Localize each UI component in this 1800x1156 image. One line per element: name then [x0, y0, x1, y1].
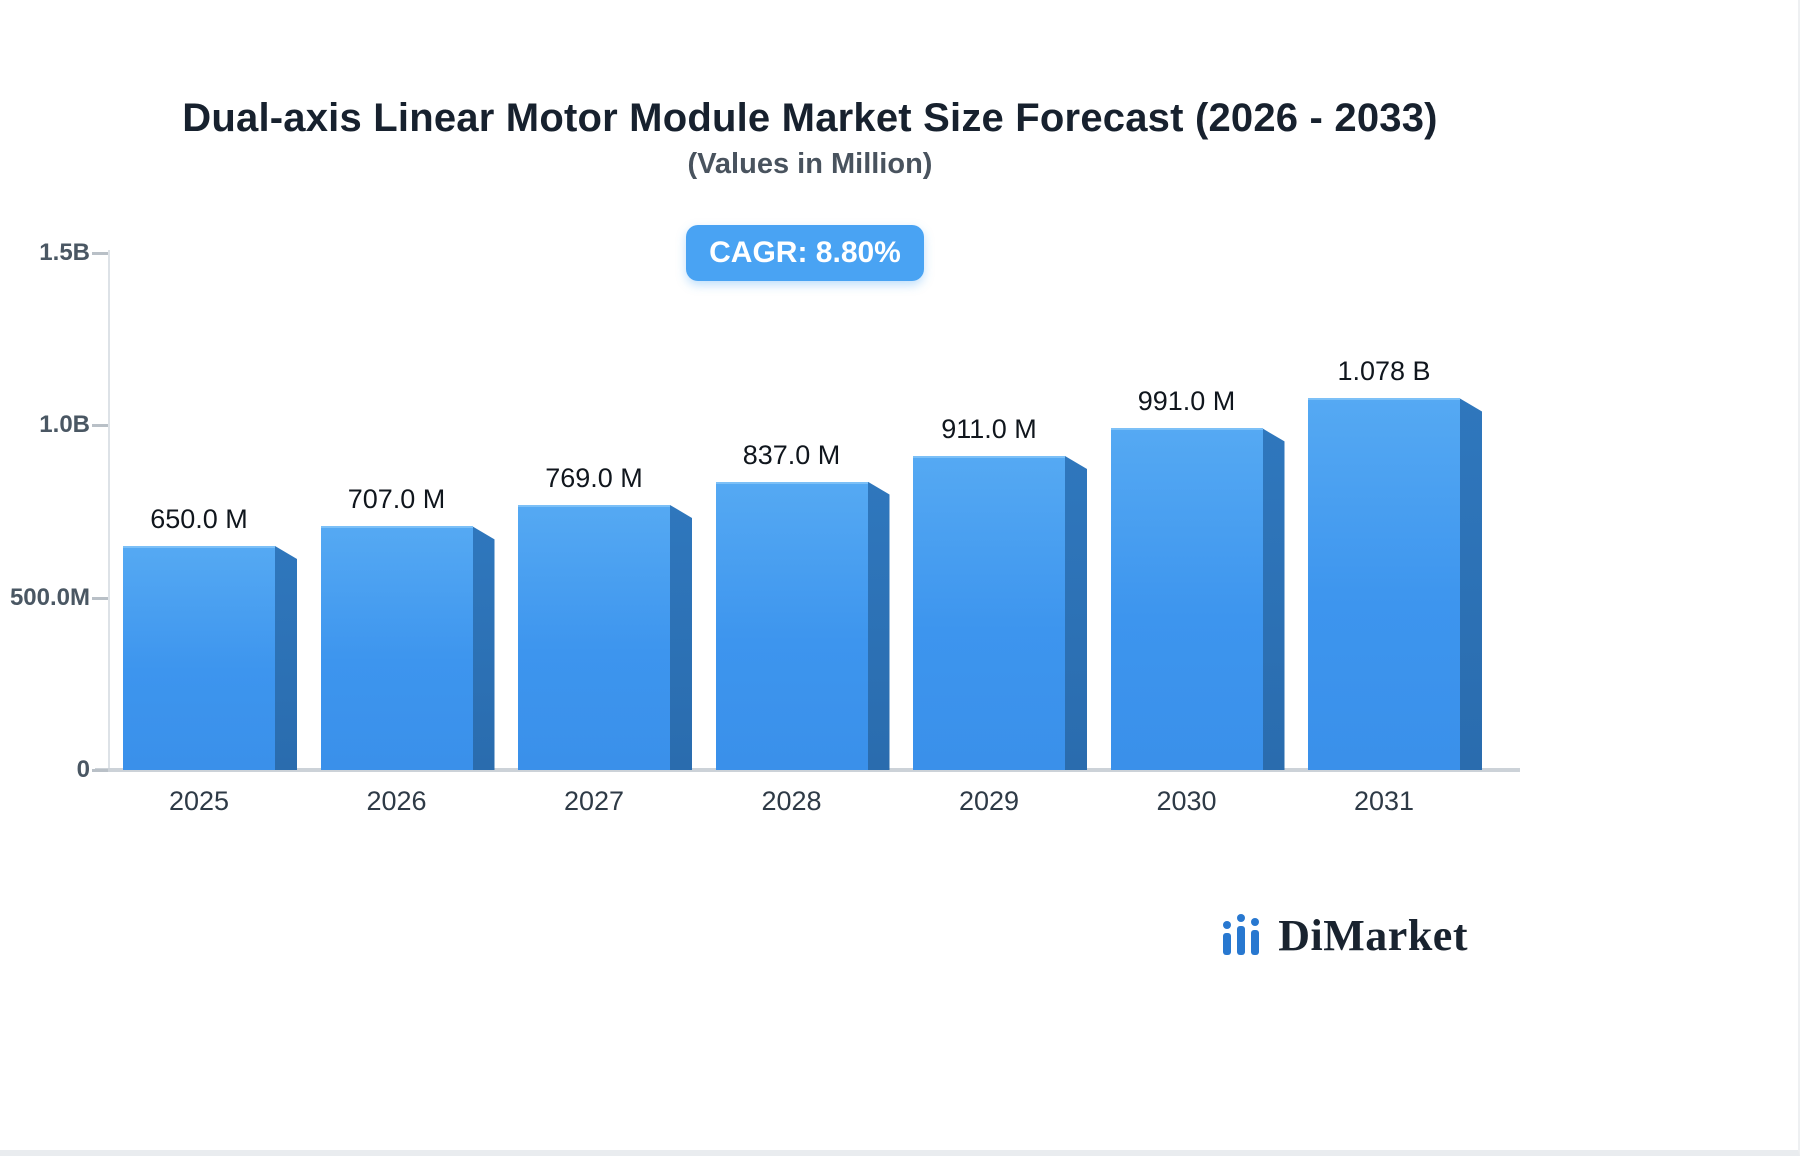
dimarket-logo-icon — [1218, 909, 1266, 962]
chart-subtitle: (Values in Million) — [687, 148, 933, 180]
bar — [913, 456, 1065, 770]
bar-side — [472, 526, 495, 770]
bar-value-label: 1.078 B — [1337, 356, 1431, 387]
cagr-badge-label: CAGR: 8.80% — [709, 236, 901, 269]
bar-side — [1262, 428, 1285, 770]
y-axis-tick-label: 1.0B — [39, 411, 90, 439]
bar — [715, 481, 868, 770]
bar-value-label: 911.0 M — [941, 414, 1037, 444]
x-axis-category-label: 2027 — [563, 786, 625, 816]
y-axis-tick-label: 0 — [76, 756, 90, 783]
bar-side — [867, 481, 890, 770]
bar-side — [1065, 456, 1087, 770]
bar — [320, 526, 473, 770]
y-axis-tick-mark — [92, 252, 108, 255]
x-axis-category-label: 2025 — [168, 786, 230, 816]
bar — [123, 545, 275, 770]
x-axis-category-label: 2029 — [958, 786, 1020, 816]
x-axis-category-label: 2030 — [1156, 786, 1217, 816]
bar-side — [1460, 398, 1482, 770]
cagr-badge: CAGR: 8.80% — [686, 225, 924, 281]
bar — [518, 504, 670, 770]
page-title: Dual-axis Linear Motor Module Market Siz… — [182, 96, 1438, 140]
bar-value-label: 707.0 M — [347, 484, 446, 515]
y-axis-tick-mark — [92, 769, 108, 772]
bar — [1110, 428, 1263, 770]
x-axis-category-label: 2026 — [366, 786, 427, 816]
x-axis-category-label: 2028 — [761, 786, 822, 816]
y-axis-tick-label: 1.5B — [39, 239, 90, 266]
y-axis-tick-mark — [92, 424, 108, 428]
x-axis-baseline — [95, 768, 1520, 772]
y-axis-line — [108, 250, 110, 772]
bar-side — [275, 545, 297, 770]
bar-value-label: 837.0 M — [742, 439, 841, 470]
bar-value-label: 650.0 M — [150, 503, 248, 534]
dimarket-logo: DiMarket — [1218, 909, 1468, 962]
y-axis-tick-mark — [92, 596, 108, 600]
y-axis-tick-label: 500.0M — [9, 583, 90, 611]
bar-value-label: 769.0 M — [545, 462, 643, 493]
bar-side — [670, 504, 692, 770]
x-axis-category-label: 2031 — [1353, 786, 1415, 816]
dimarket-logo-text: DiMarket — [1278, 911, 1468, 960]
bar — [1308, 398, 1460, 770]
bar-value-label: 991.0 M — [1137, 386, 1236, 417]
